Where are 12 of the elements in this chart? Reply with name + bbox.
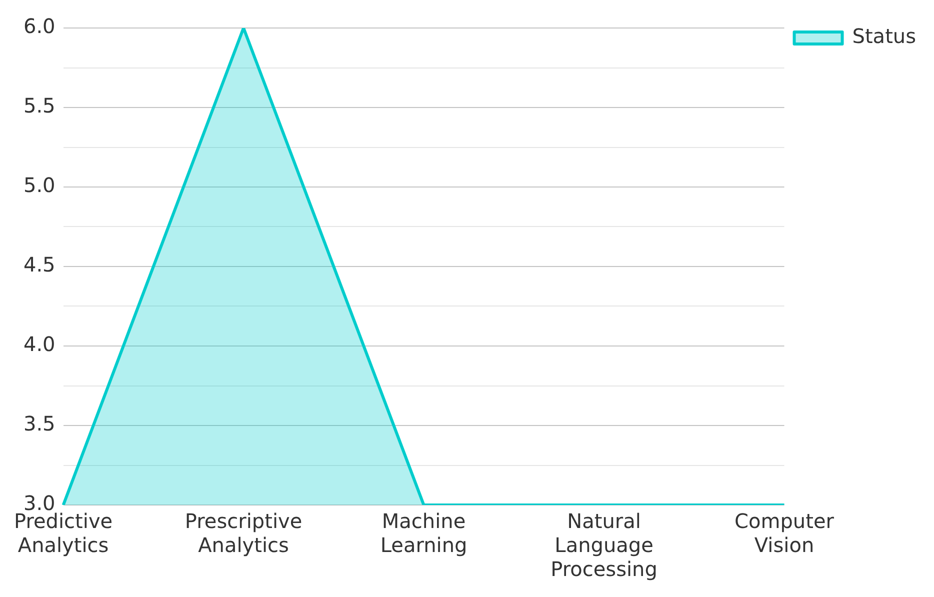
y-tick-label: 4.5 <box>23 252 56 277</box>
y-tick-label: 4.0 <box>23 332 56 356</box>
x-tick-label: Prescriptive Analytics <box>184 509 302 558</box>
x-tick-label: Natural Language Processing <box>550 509 658 582</box>
legend-label: Status <box>852 24 916 48</box>
y-tick-label: 3.5 <box>23 412 56 436</box>
y-tick-label: 5.5 <box>23 94 56 118</box>
x-tick-label: Computer Vision <box>734 509 835 558</box>
y-tick-label: 5.0 <box>23 173 56 198</box>
y-tick-label: 6.0 <box>23 14 56 38</box>
x-tick-label: Predictive Analytics <box>14 509 113 558</box>
x-tick-label: Machine Learning <box>380 509 468 558</box>
